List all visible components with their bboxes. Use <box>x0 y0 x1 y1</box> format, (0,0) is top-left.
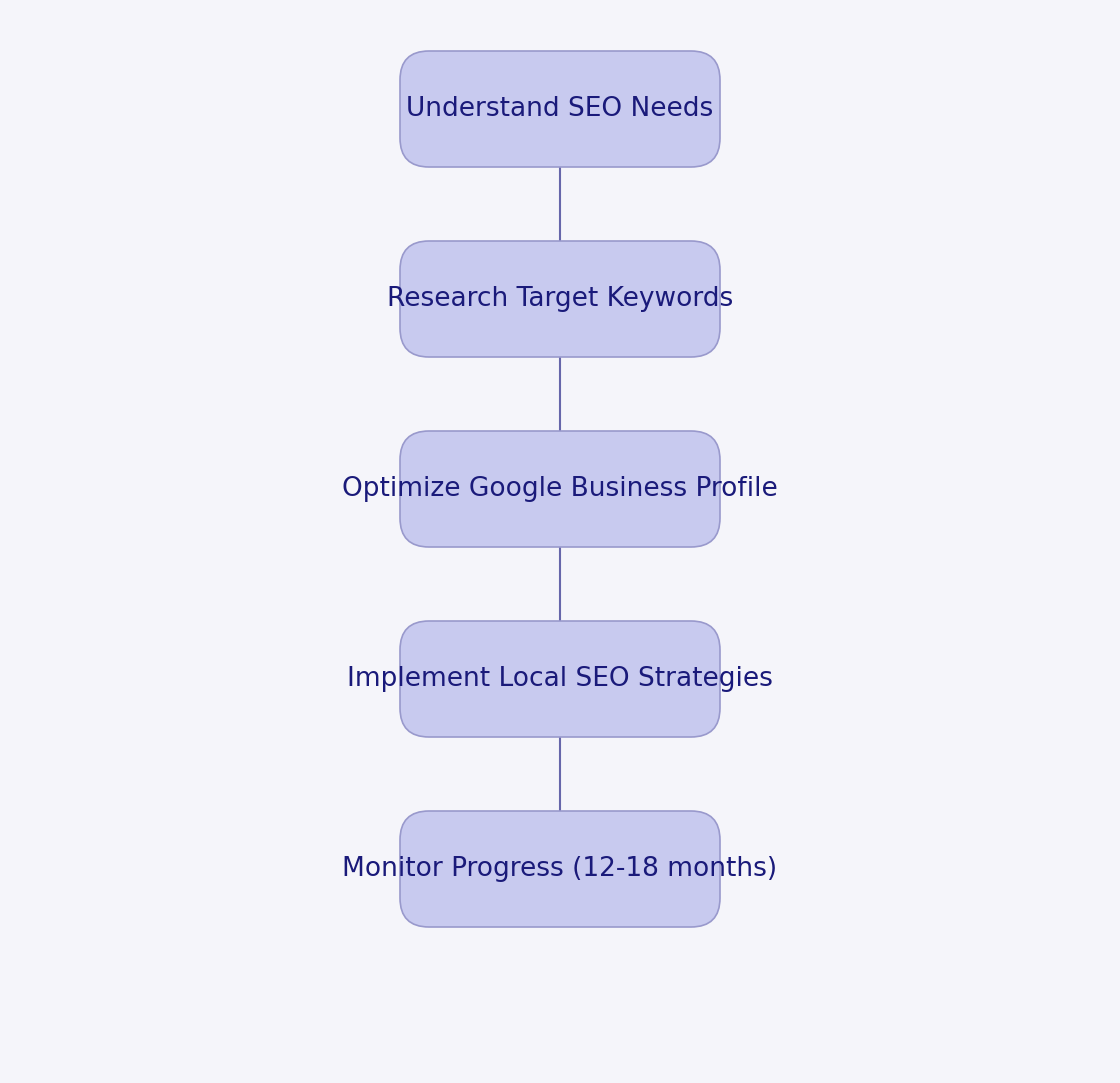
FancyBboxPatch shape <box>400 51 720 167</box>
Text: Optimize Google Business Profile: Optimize Google Business Profile <box>342 477 778 503</box>
Text: Research Target Keywords: Research Target Keywords <box>386 286 734 312</box>
Text: Understand SEO Needs: Understand SEO Needs <box>407 96 713 122</box>
Text: Implement Local SEO Strategies: Implement Local SEO Strategies <box>347 666 773 692</box>
Text: Monitor Progress (12-18 months): Monitor Progress (12-18 months) <box>343 856 777 882</box>
FancyBboxPatch shape <box>400 621 720 738</box>
FancyBboxPatch shape <box>400 242 720 357</box>
FancyBboxPatch shape <box>400 811 720 927</box>
FancyBboxPatch shape <box>400 431 720 547</box>
